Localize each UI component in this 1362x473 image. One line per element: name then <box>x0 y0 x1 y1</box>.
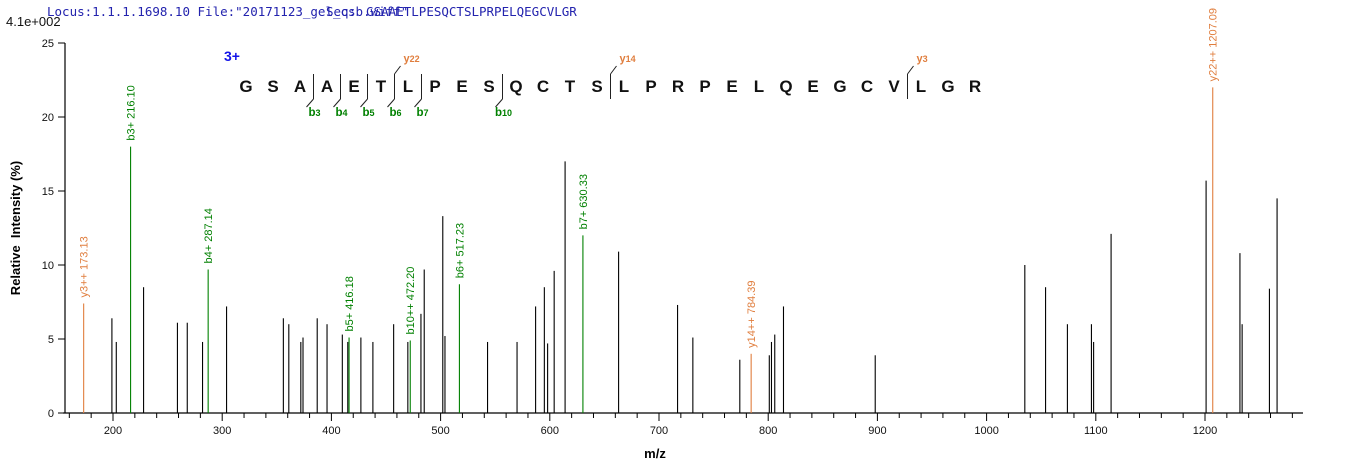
b-ion-tick <box>387 98 395 108</box>
axes: 200 300 400 500 600 700 800 900 1000 1100 1200 0 5 10… <box>42 38 1303 437</box>
peak-label: b3+ 216.10 <box>126 85 138 140</box>
x-tick-label: 700 <box>650 425 668 437</box>
residue-letter: T <box>376 77 387 96</box>
x-tick-label: 500 <box>431 425 449 437</box>
x-tick-label: 1000 <box>974 425 998 437</box>
peptide-sequence: G S A A E T L P E S Q C T S L P R P E L Q E G C V L G Rb3 b4 b5 b6 b7 b1… <box>239 53 981 119</box>
residue-letter: P <box>645 77 656 96</box>
y-ion-tick <box>394 65 401 75</box>
b-ion-label: b4 <box>335 107 347 119</box>
peaks-group: y3++ 173.13 b3+ 216.10 b4+ 287.14 b5+ 416.1… <box>79 8 1278 413</box>
x-axis-title: m/z <box>644 446 666 461</box>
seq-label: Seq: <box>326 4 357 19</box>
peak-label: b10++ 472.20 <box>405 267 417 335</box>
residue-letter: P <box>429 77 440 96</box>
peak-label: b6+ 517.23 <box>454 223 466 278</box>
x-tick-label: 800 <box>759 425 777 437</box>
residue-letter: G <box>239 77 252 96</box>
precursor-charge-label: 3+ <box>224 48 240 64</box>
residue-letter: L <box>754 77 764 96</box>
y-tick-label: 0 <box>48 408 54 420</box>
intensity-scale-label: 4.1e+002 <box>6 14 61 29</box>
b-ion-label: b3 <box>308 107 320 119</box>
residue-letter: Q <box>779 77 792 96</box>
residue-letter: E <box>807 77 818 96</box>
b-ion-label: b5 <box>362 107 374 119</box>
residue-letter: E <box>456 77 467 96</box>
residue-letter: C <box>861 77 873 96</box>
residue-letter: L <box>403 77 413 96</box>
locus-file-label: Locus:1.1.1.1698.10 File:"20171123_gel_c… <box>47 4 409 19</box>
y-ion-label: y3 <box>917 53 928 65</box>
residue-letter: R <box>672 77 684 96</box>
x-tick-label: 300 <box>213 425 231 437</box>
y-ion-label: y22 <box>404 53 420 65</box>
y-ion-tick <box>610 65 617 75</box>
b-ion-label: b10 <box>495 107 512 119</box>
peak-label: y22++ 1207.09 <box>1208 8 1220 81</box>
x-tick-label: 200 <box>104 425 122 437</box>
y-tick-label: 25 <box>42 38 54 50</box>
residue-letter: G <box>941 77 954 96</box>
x-tick-label: 900 <box>868 425 886 437</box>
b-ion-tick <box>414 98 422 108</box>
sequence-header: Seq: GSAAETLPESQCTSLPRPELQEGCVLGR <box>326 4 577 19</box>
residue-letter: R <box>969 77 981 96</box>
x-tick-label: 1200 <box>1193 425 1217 437</box>
x-tick-label: 600 <box>541 425 559 437</box>
residue-letter: Q <box>509 77 522 96</box>
residue-letter: L <box>619 77 629 96</box>
residue-letter: P <box>699 77 710 96</box>
residue-letter: V <box>888 77 900 96</box>
peak-label: b7+ 630.33 <box>578 174 590 229</box>
residue-letter: S <box>267 77 278 96</box>
b-ion-tick <box>333 98 341 108</box>
y-tick-label: 5 <box>48 334 54 346</box>
residue-letter: S <box>591 77 602 96</box>
b-ion-label: b7 <box>416 107 428 119</box>
residue-letter: C <box>537 77 549 96</box>
residue-letter: S <box>483 77 494 96</box>
residue-letter: L <box>916 77 926 96</box>
x-tick-label: 1100 <box>1084 425 1108 437</box>
b-ion-tick <box>495 98 503 108</box>
b-ion-label: b6 <box>389 107 401 119</box>
b-ion-tick <box>360 98 368 108</box>
residue-letter: T <box>565 77 576 96</box>
y-tick-label: 20 <box>42 112 54 124</box>
y-tick-label: 10 <box>42 260 54 272</box>
b-ion-tick <box>306 98 314 108</box>
x-tick-label: 400 <box>322 425 340 437</box>
peak-label: b5+ 416.18 <box>344 276 356 331</box>
y-ion-tick <box>907 65 914 75</box>
residue-letter: G <box>833 77 846 96</box>
y-axis-title: Relative Intensity (%) <box>8 161 23 295</box>
residue-letter: E <box>726 77 737 96</box>
residue-letter: A <box>321 77 333 96</box>
peak-label: b4+ 287.14 <box>203 208 215 263</box>
residue-letter: E <box>348 77 359 96</box>
y-tick-label: 15 <box>42 186 54 198</box>
residue-letter: A <box>294 77 306 96</box>
seq-value: GSAAETLPESQCTSLPRPELQEGCVLGR <box>366 4 577 19</box>
peak-label: y3++ 173.13 <box>79 236 91 297</box>
y-ion-label: y14 <box>620 53 636 65</box>
peak-label: y14++ 784.39 <box>746 281 758 348</box>
